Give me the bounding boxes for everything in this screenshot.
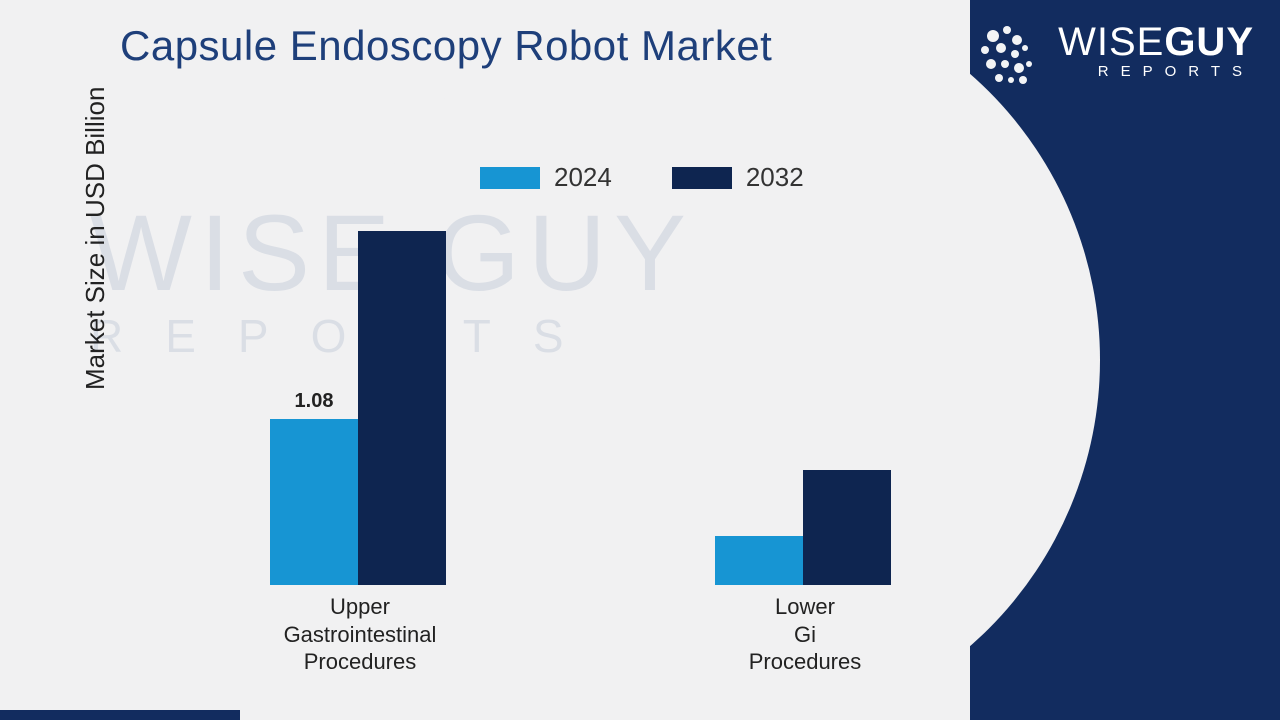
bar-series-a xyxy=(270,419,358,585)
legend-swatch-2032 xyxy=(672,167,732,189)
legend-item-2032: 2032 xyxy=(672,162,804,193)
plot-region: 1.08UpperGastrointestinalProceduresLower… xyxy=(130,200,970,585)
x-tick-label: UpperGastrointestinalProcedures xyxy=(250,585,470,676)
legend-swatch-2024 xyxy=(480,167,540,189)
chart-area: Capsule Endoscopy Robot Market Market Si… xyxy=(0,0,970,720)
legend-label-2032: 2032 xyxy=(746,162,804,193)
x-tick-label: LowerGiProcedures xyxy=(695,585,915,676)
bar-series-b xyxy=(358,231,446,585)
legend-label-2024: 2024 xyxy=(554,162,612,193)
brand-main: WISEGUY xyxy=(1058,20,1254,65)
chart-title: Capsule Endoscopy Robot Market xyxy=(120,22,772,70)
bar-series-b xyxy=(803,470,891,586)
bar-series-a xyxy=(715,536,803,585)
brand-sub: REPORTS xyxy=(1058,63,1254,80)
legend-item-2024: 2024 xyxy=(480,162,612,193)
legend: 2024 2032 xyxy=(480,162,804,193)
chart-stage: WISE GUY REPORTS Capsule Endoscopy Robot… xyxy=(0,0,1280,720)
brand-word-guy: GUY xyxy=(1164,20,1254,64)
bottom-accent-bar xyxy=(0,710,240,720)
y-axis-label: Market Size in USD Billion xyxy=(80,87,111,390)
bar-value-label: 1.08 xyxy=(270,390,358,419)
brand-logo: WISEGUY REPORTS xyxy=(1058,20,1254,80)
brand-head-icon xyxy=(965,18,1045,98)
brand-word-wise: WISE xyxy=(1058,20,1164,64)
